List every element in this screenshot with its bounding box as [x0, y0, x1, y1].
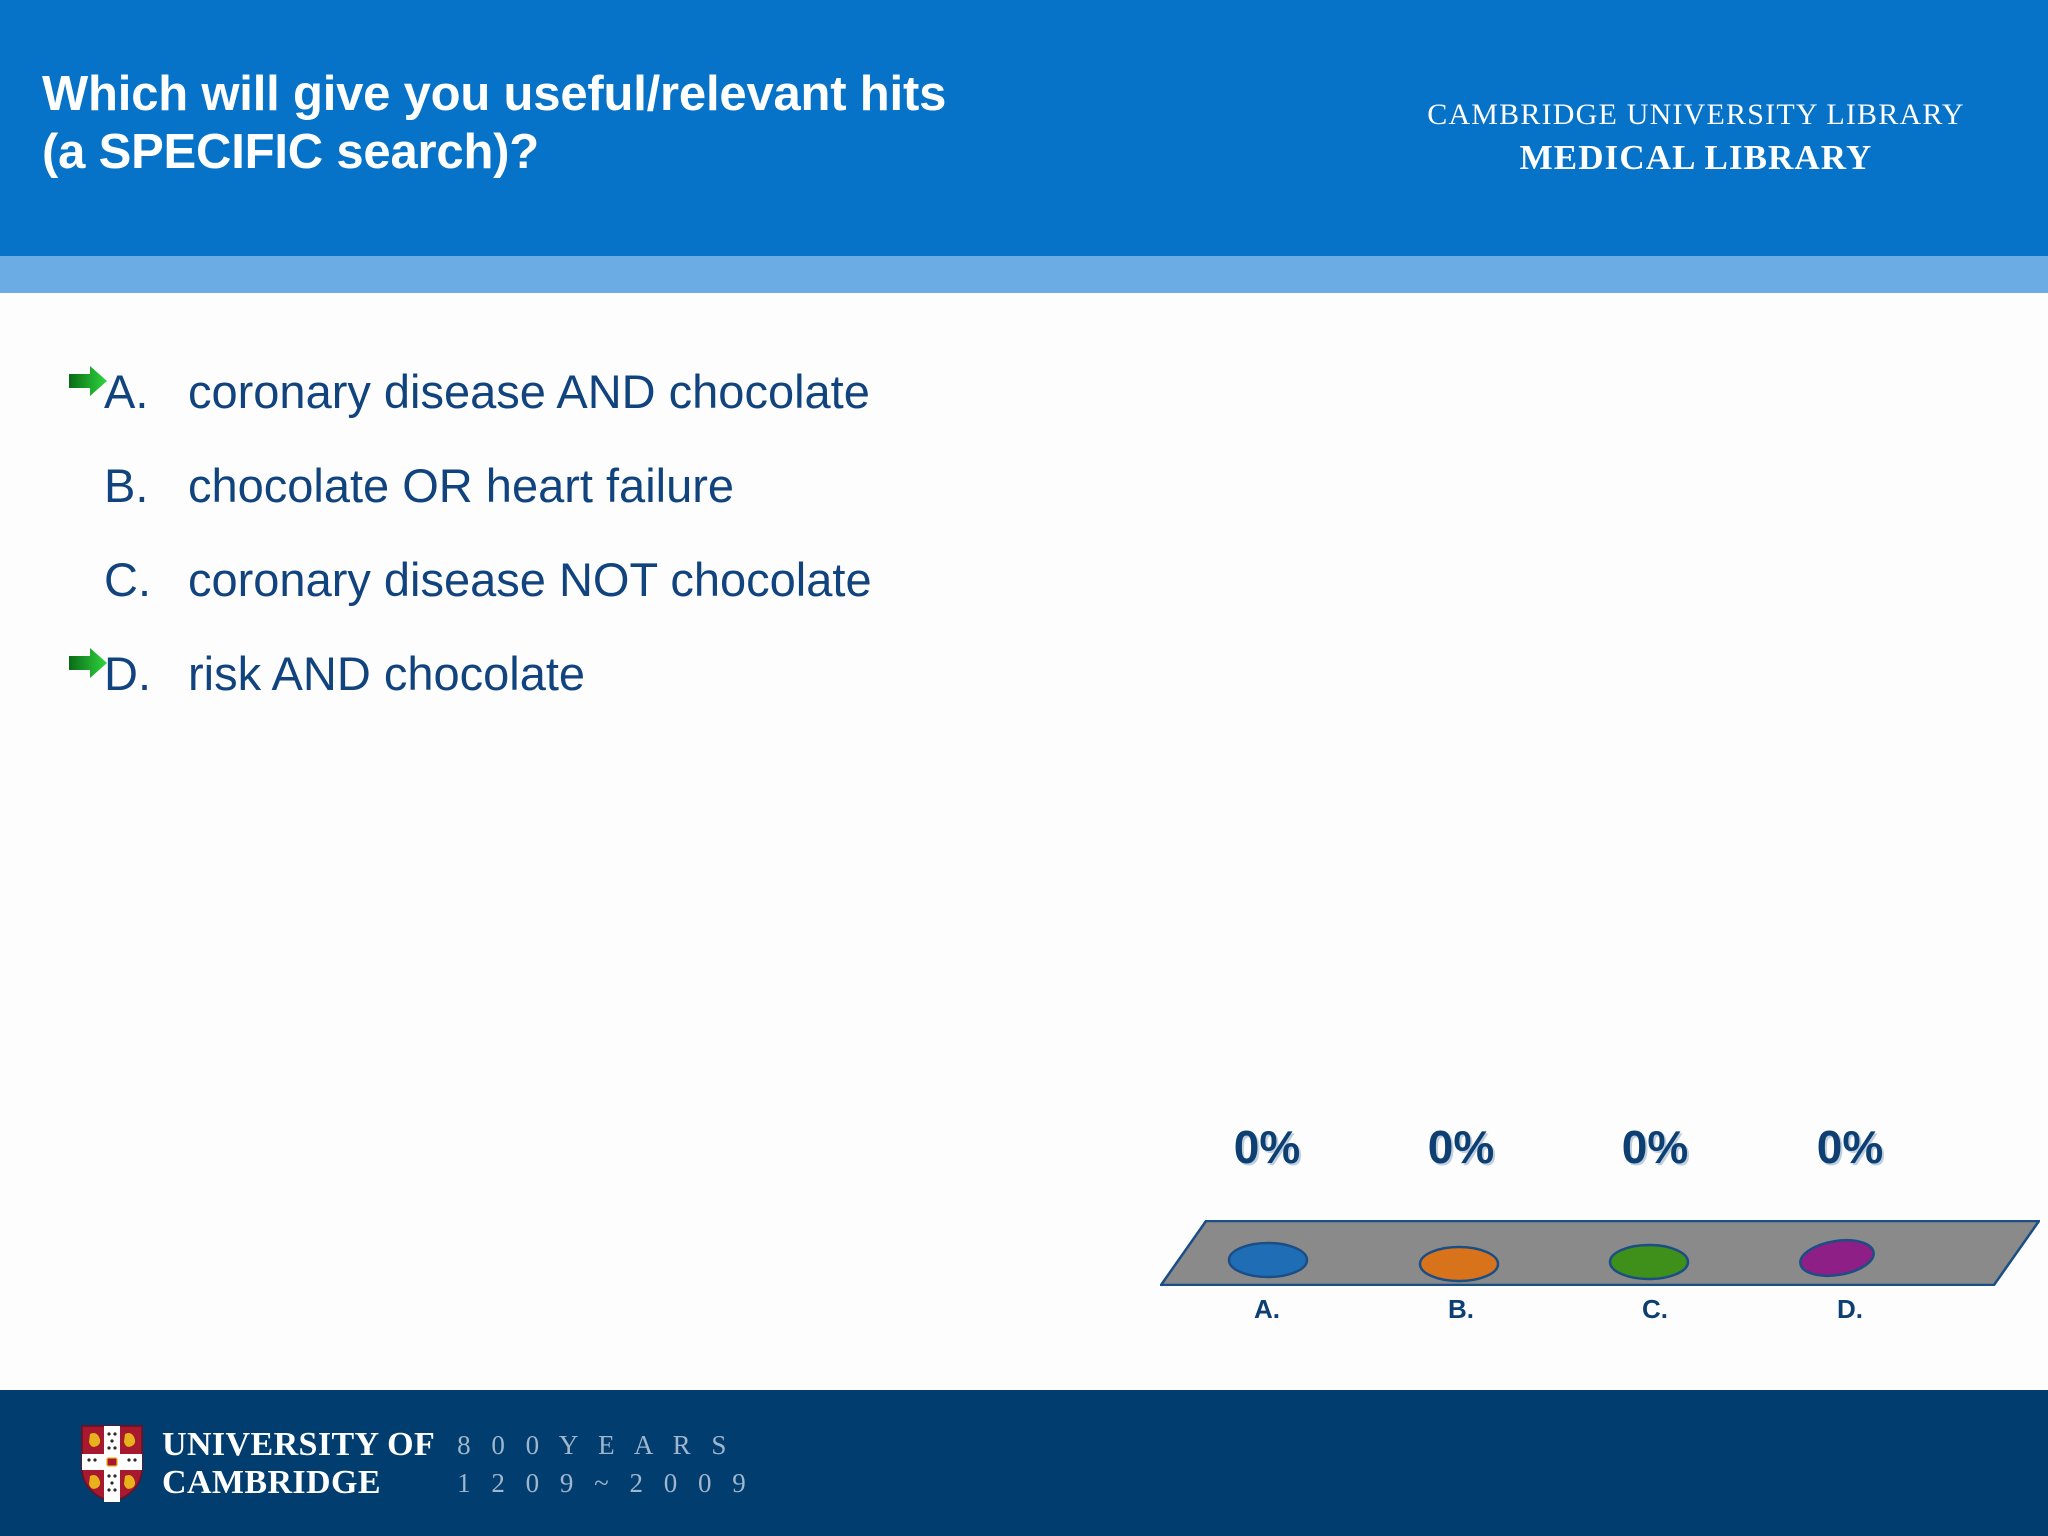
poll-percent-b: 0%: [1427, 1121, 1495, 1173]
footer-wordmark: UNIVERSITY OF CAMBRIDGE: [162, 1426, 435, 1502]
footer-band: [0, 1390, 2048, 1536]
poll-bar-d: [1799, 1238, 1875, 1278]
poll-percent-a: 0%: [1233, 1121, 1301, 1173]
option-text: chocolate OR heart failure: [188, 459, 735, 512]
green-right-arrow-icon: [68, 365, 108, 397]
university-of-cambridge-logo: UNIVERSITY OF CAMBRIDGE 8 0 0 Y E A R S …: [80, 1424, 753, 1504]
poll-category-a: A.: [1254, 1294, 1280, 1324]
footer-anniversary-line1: 8 0 0 Y E A R S: [457, 1430, 734, 1461]
poll-category-b: B.: [1448, 1294, 1474, 1324]
answer-options-list: A. coronary disease AND chocolate B. cho…: [0, 345, 1200, 721]
poll-results-chart: 0% 0% 0% 0% A. B. C. D.: [1160, 1120, 2040, 1350]
list-item[interactable]: A. coronary disease AND chocolate: [0, 345, 1200, 439]
footer-wordmark-line1: UNIVERSITY OF: [162, 1425, 436, 1463]
poll-category-c: C.: [1642, 1294, 1668, 1324]
option-letter: A.: [104, 365, 149, 418]
list-item[interactable]: B. chocolate OR heart failure: [0, 439, 1200, 533]
green-right-arrow-icon: [68, 647, 108, 679]
poll-percent-d: 0%: [1816, 1121, 1884, 1173]
option-letter: B.: [104, 459, 149, 512]
poll-percent-c: 0%: [1621, 1121, 1689, 1173]
footer-anniversary: 8 0 0 Y E A R S 1 2 0 9 ~ 2 0 0 9: [457, 1425, 753, 1503]
medical-library-logo: CAMBRIDGE UNIVERSITY LIBRARY MEDICAL LIB…: [1386, 98, 2006, 179]
library-logo-line1: CAMBRIDGE UNIVERSITY LIBRARY: [1427, 98, 1965, 131]
footer-wordmark-line2: CAMBRIDGE: [162, 1464, 381, 1501]
footer-anniversary-line2: 1 2 0 9 ~ 2 0 0 9: [457, 1468, 753, 1498]
option-letter: C.: [104, 553, 151, 606]
poll-bar-c: [1608, 1243, 1690, 1281]
option-text: coronary disease NOT chocolate: [188, 553, 872, 606]
page-title: Which will give you useful/relevant hits…: [42, 67, 947, 179]
library-logo-line2: MEDICAL LIBRARY: [1519, 137, 1873, 177]
option-text: risk AND chocolate: [188, 647, 586, 700]
option-text: coronary disease AND chocolate: [188, 365, 870, 418]
poll-category-d: D.: [1837, 1294, 1863, 1324]
header-accent-band: [0, 256, 2048, 293]
list-item[interactable]: D. risk AND chocolate: [0, 627, 1200, 721]
poll-bar-a: [1227, 1241, 1309, 1279]
list-item[interactable]: C. coronary disease NOT chocolate: [0, 533, 1200, 627]
poll-bar-b: [1418, 1245, 1500, 1283]
cambridge-coat-of-arms-icon: [81, 1425, 143, 1503]
header-band: [0, 0, 2048, 256]
option-letter: D.: [104, 647, 151, 700]
